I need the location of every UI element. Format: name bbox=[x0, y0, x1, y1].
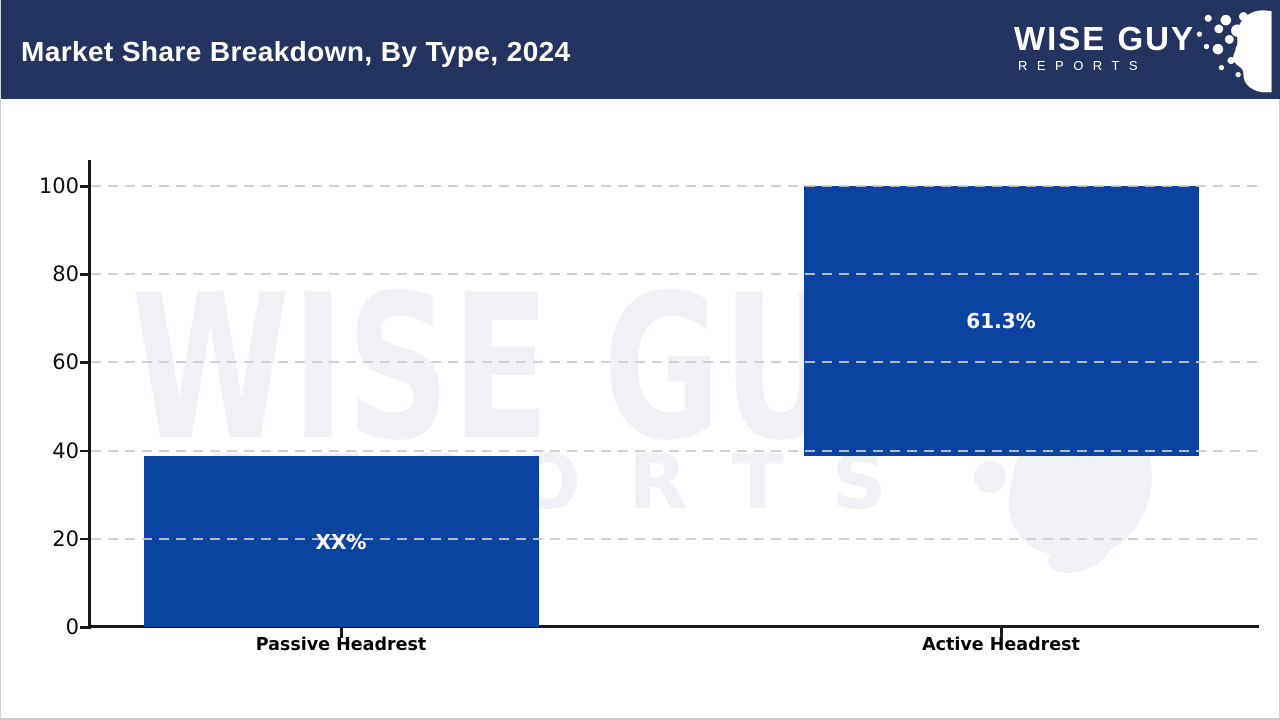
y-tick-label-100: 100 bbox=[38, 174, 79, 198]
y-tick-mark-0 bbox=[80, 626, 89, 629]
gridline-80 bbox=[91, 273, 1259, 276]
bar-active-headrest bbox=[803, 186, 1199, 457]
bar-value-label-active-headrest: 61.3% bbox=[966, 309, 1036, 334]
y-tick-mark-40 bbox=[80, 449, 89, 453]
gridline-60 bbox=[91, 361, 1259, 364]
header-bar: Market Share Breakdown, By Type, 2024 WI… bbox=[1, 0, 1280, 99]
chart-title: Market Share Breakdown, By Type, 2024 bbox=[21, 36, 571, 67]
bar-passive-headrest bbox=[143, 456, 539, 627]
brand-logo: WISE GUY REPORTS bbox=[1013, 6, 1273, 94]
brand-logo-text: WISE GUY REPORTS bbox=[1013, 20, 1195, 73]
y-tick-mark-80 bbox=[80, 273, 89, 276]
y-tick-mark-20 bbox=[80, 537, 89, 541]
y-tick-mark-100 bbox=[80, 185, 89, 188]
gridline-100 bbox=[91, 185, 1259, 187]
watermark-text-line1: WISE GU bbox=[131, 252, 841, 485]
watermark-dot bbox=[974, 461, 1006, 493]
x-tick-mark-active-headrest bbox=[1000, 628, 1003, 638]
logo-reports-text: REPORTS bbox=[1017, 57, 1148, 73]
y-tick-label-60: 60 bbox=[52, 350, 79, 375]
y-tick-label-40: 40 bbox=[52, 438, 79, 463]
y-tick-mark-60 bbox=[80, 361, 89, 364]
dotted-head-profile-icon bbox=[1196, 10, 1272, 93]
x-category-label-passive-headrest: Passive Headrest bbox=[255, 635, 427, 655]
bar-value-label-passive-headrest: XX% bbox=[315, 529, 367, 554]
gridline-40 bbox=[91, 449, 1259, 452]
y-tick-label-20: 20 bbox=[52, 526, 79, 551]
x-category-label-active-headrest: Active Headrest bbox=[922, 635, 1080, 655]
y-tick-label-80: 80 bbox=[52, 262, 79, 287]
logo-wiseguy-text: WISE GUY bbox=[1013, 20, 1195, 57]
plot-area: WISE GU REPORTS XX% 61.3% 0 20 40 60 80 100 Pas… bbox=[1, 99, 1280, 718]
x-axis-line bbox=[88, 625, 1259, 628]
gridline-20 bbox=[91, 537, 1259, 540]
x-tick-mark-passive-headrest bbox=[340, 628, 343, 638]
y-axis-line bbox=[88, 160, 91, 629]
y-tick-label-0: 0 bbox=[65, 615, 79, 639]
